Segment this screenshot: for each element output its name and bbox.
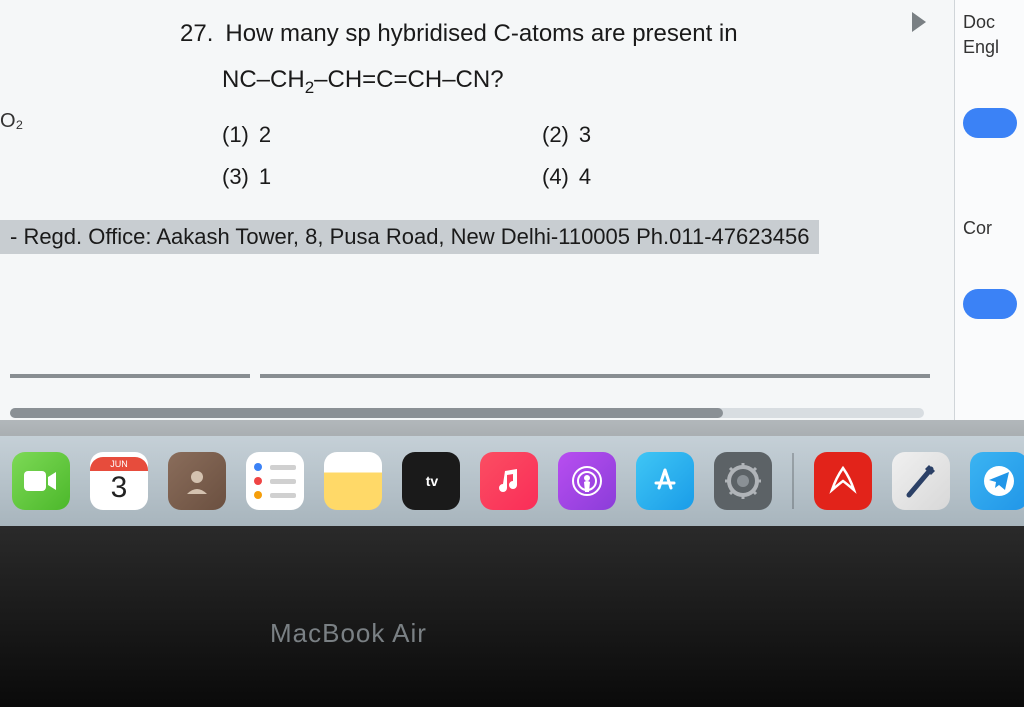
- option-num: (2): [542, 122, 569, 148]
- option-3[interactable]: (3) 1: [222, 164, 542, 190]
- notes-icon[interactable]: [324, 452, 382, 510]
- formula-sub-1: 2: [305, 78, 314, 97]
- footer-address: - Regd. Office: Aakash Tower, 8, Pusa Ro…: [0, 220, 819, 254]
- option-num: (4): [542, 164, 569, 190]
- option-val: 1: [259, 164, 271, 190]
- option-val: 2: [259, 122, 271, 148]
- music-icon[interactable]: [480, 452, 538, 510]
- option-1[interactable]: (1) 2: [222, 122, 542, 148]
- option-num: (1): [222, 122, 249, 148]
- question-number: 27.: [180, 20, 213, 48]
- question-formula: NC–CH2–CH=C=CH–CN?: [222, 66, 994, 98]
- telegram-icon[interactable]: [970, 452, 1024, 510]
- option-val: 3: [579, 122, 591, 148]
- tv-label: tv: [426, 473, 438, 489]
- content-area: O₂ 27. How many sp hybridised C-atoms ar…: [0, 0, 1024, 420]
- right-panel-button-2[interactable]: [963, 289, 1017, 319]
- option-val: 4: [579, 164, 591, 190]
- calendar-day: 3: [111, 471, 128, 505]
- question-text: How many sp hybridised C-atoms are prese…: [225, 20, 737, 48]
- apple-tv-icon[interactable]: tv: [402, 452, 460, 510]
- next-arrow-icon[interactable]: [912, 12, 926, 32]
- contacts-icon[interactable]: [168, 452, 226, 510]
- right-panel-cor: Cor: [963, 218, 1016, 239]
- calendar-icon[interactable]: JUN 3: [90, 452, 148, 510]
- right-panel-button-1[interactable]: [963, 108, 1017, 138]
- device-label: MacBook Air: [270, 618, 427, 649]
- right-panel: Doc Engl Cor: [954, 0, 1024, 420]
- laptop-bezel: [0, 526, 1024, 707]
- adobe-acrobat-icon[interactable]: [814, 452, 872, 510]
- right-panel-doc: Doc: [963, 12, 1016, 33]
- question-line: 27. How many sp hybridised C-atoms are p…: [180, 20, 994, 48]
- left-edge-fragments: O₂: [0, 0, 20, 270]
- option-num: (3): [222, 164, 249, 190]
- divider-right: [260, 374, 930, 378]
- divider-left: [10, 374, 250, 378]
- reminders-icon[interactable]: [246, 452, 304, 510]
- option-4[interactable]: (4) 4: [542, 164, 862, 190]
- facetime-icon[interactable]: [12, 452, 70, 510]
- question-block: 27. How many sp hybridised C-atoms are p…: [0, 20, 1024, 190]
- app-store-icon[interactable]: [636, 452, 694, 510]
- podcasts-icon[interactable]: [558, 452, 616, 510]
- options-grid: (1) 2 (2) 3 (3) 1 (4) 4: [222, 122, 994, 190]
- system-preferences-icon[interactable]: [714, 452, 772, 510]
- preview-icon[interactable]: [892, 452, 950, 510]
- dock-separator: [792, 453, 794, 509]
- macos-dock: JUN 3 tv: [0, 436, 1024, 526]
- formula-part-2: –CH=C=CH–CN?: [314, 66, 503, 93]
- calendar-month: JUN: [90, 457, 148, 471]
- formula-part-1: NC–CH: [222, 66, 305, 93]
- option-2[interactable]: (2) 3: [542, 122, 862, 148]
- right-panel-engl: Engl: [963, 37, 1016, 58]
- horizontal-scrollbar[interactable]: [10, 408, 924, 418]
- scrollbar-thumb[interactable]: [10, 408, 723, 418]
- left-fragment-o2: O₂: [0, 110, 20, 133]
